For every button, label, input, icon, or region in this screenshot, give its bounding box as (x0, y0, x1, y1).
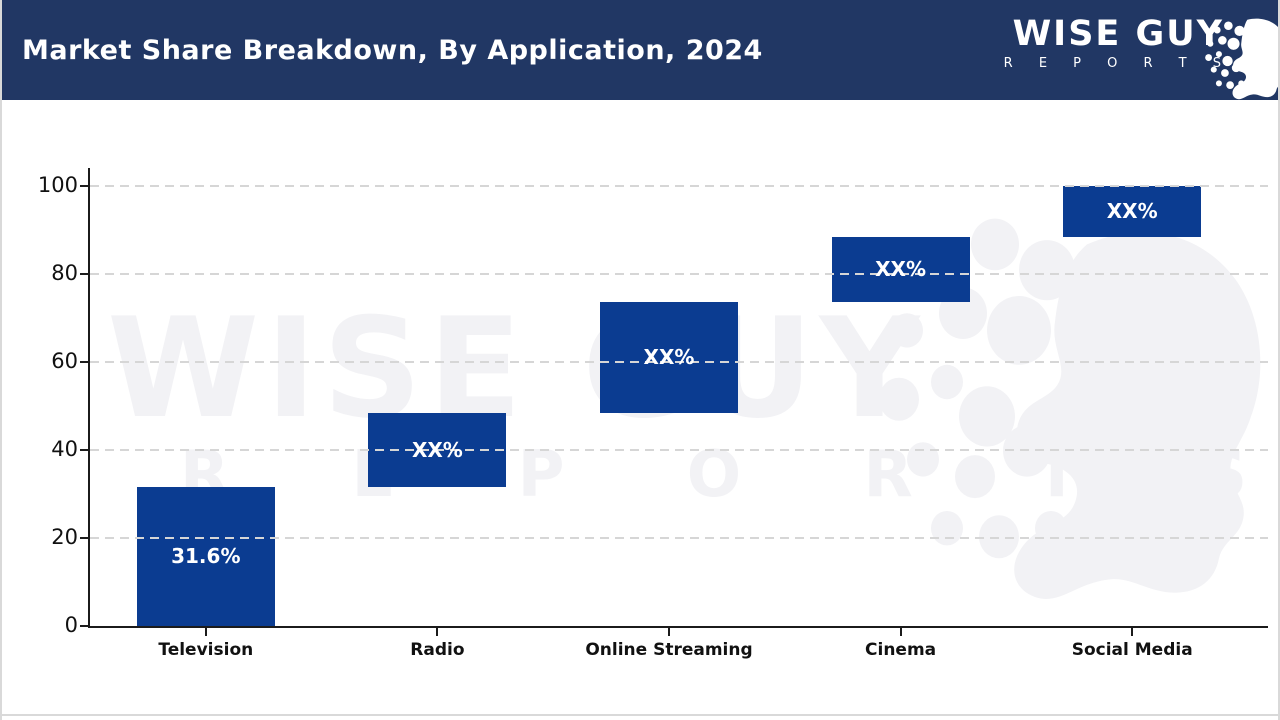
y-tick-label: 20 (51, 525, 78, 549)
y-tick-80 (80, 273, 88, 275)
bar-label-television: 31.6% (171, 544, 241, 569)
x-tick-television (204, 628, 207, 636)
logo-reports-text: R E P O R T S (1003, 56, 1232, 71)
y-tick-label: 80 (51, 261, 78, 285)
bottom-divider (2, 714, 1278, 716)
page-title: Market Share Breakdown, By Application, … (22, 34, 763, 66)
gridline-80 (90, 273, 1268, 275)
y-tick-label: 100 (37, 173, 78, 197)
y-tick-100 (80, 185, 88, 187)
bar-social-media (1063, 186, 1202, 237)
gridline-100 (90, 185, 1268, 187)
x-tick-label-television: Television (158, 640, 254, 660)
y-tick-60 (80, 361, 88, 363)
x-tick-social-media (1131, 628, 1134, 636)
x-tick-radio (436, 628, 439, 636)
bar-cinema (831, 236, 970, 302)
y-tick-40 (80, 449, 88, 451)
x-tick-label-online-streaming: Online Streaming (585, 640, 753, 660)
x-tick-label-cinema: Cinema (865, 640, 937, 660)
bar-television (136, 486, 275, 626)
x-tick-label-social-media: Social Media (1071, 640, 1193, 660)
bar-label-cinema: XX% (875, 257, 927, 282)
bar-label-online-streaming: XX% (643, 345, 695, 370)
logo-face-icon (1205, 18, 1278, 100)
y-tick-label: 60 (51, 349, 78, 373)
y-tick-20 (80, 537, 88, 539)
y-tick-label: 0 (64, 613, 78, 637)
x-tick-online-streaming (668, 628, 670, 636)
bar-online-streaming (600, 301, 738, 414)
watermark-wiseguy-text: WISE GUY (107, 288, 926, 449)
brand-logo: WISE GUY R E P O R T S (1004, 14, 1278, 100)
gridline-20 (90, 537, 1268, 539)
y-tick-label: 40 (51, 437, 78, 461)
bar-label-radio: XX% (411, 437, 463, 462)
gridline-60 (90, 361, 1268, 363)
x-axis-spine (88, 626, 1268, 628)
y-tick-0 (80, 625, 88, 627)
bar-label-social-media: XX% (1106, 199, 1158, 224)
y-axis-spine (88, 168, 90, 628)
gridline-40 (90, 449, 1268, 451)
logo-wiseguy-text: WISE GUY (1012, 14, 1224, 54)
header-bar: Market Share Breakdown, By Application, … (2, 0, 1278, 100)
x-tick-cinema (899, 628, 902, 636)
x-tick-label-radio: Radio (410, 640, 465, 660)
